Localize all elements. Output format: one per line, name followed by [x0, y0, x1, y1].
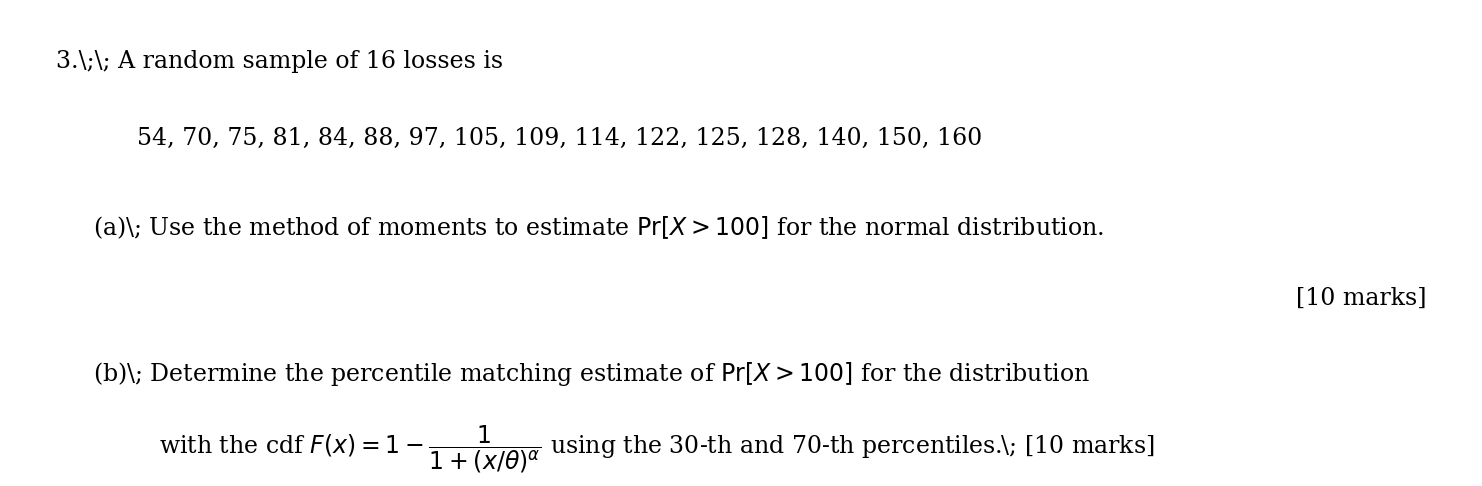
Text: (a)\; Use the method of moments to estimate $\Pr[X > 100]$ for the normal distri: (a)\; Use the method of moments to estim… [92, 214, 1104, 241]
Text: [10 marks]: [10 marks] [1295, 287, 1426, 310]
Text: 3.\;\; A random sample of 16 losses is: 3.\;\; A random sample of 16 losses is [56, 50, 502, 73]
Text: 54, 70, 75, 81, 84, 88, 97, 105, 109, 114, 122, 125, 128, 140, 150, 160: 54, 70, 75, 81, 84, 88, 97, 105, 109, 11… [136, 127, 983, 150]
Text: (b)\; Determine the percentile matching estimate of $\Pr[X > 100]$ for the distr: (b)\; Determine the percentile matching … [92, 360, 1089, 387]
Text: with the cdf $F(x) = 1 - \dfrac{1}{1+(x/\theta)^{\alpha}}$ using the 30-th and 7: with the cdf $F(x) = 1 - \dfrac{1}{1+(x/… [159, 423, 1154, 475]
